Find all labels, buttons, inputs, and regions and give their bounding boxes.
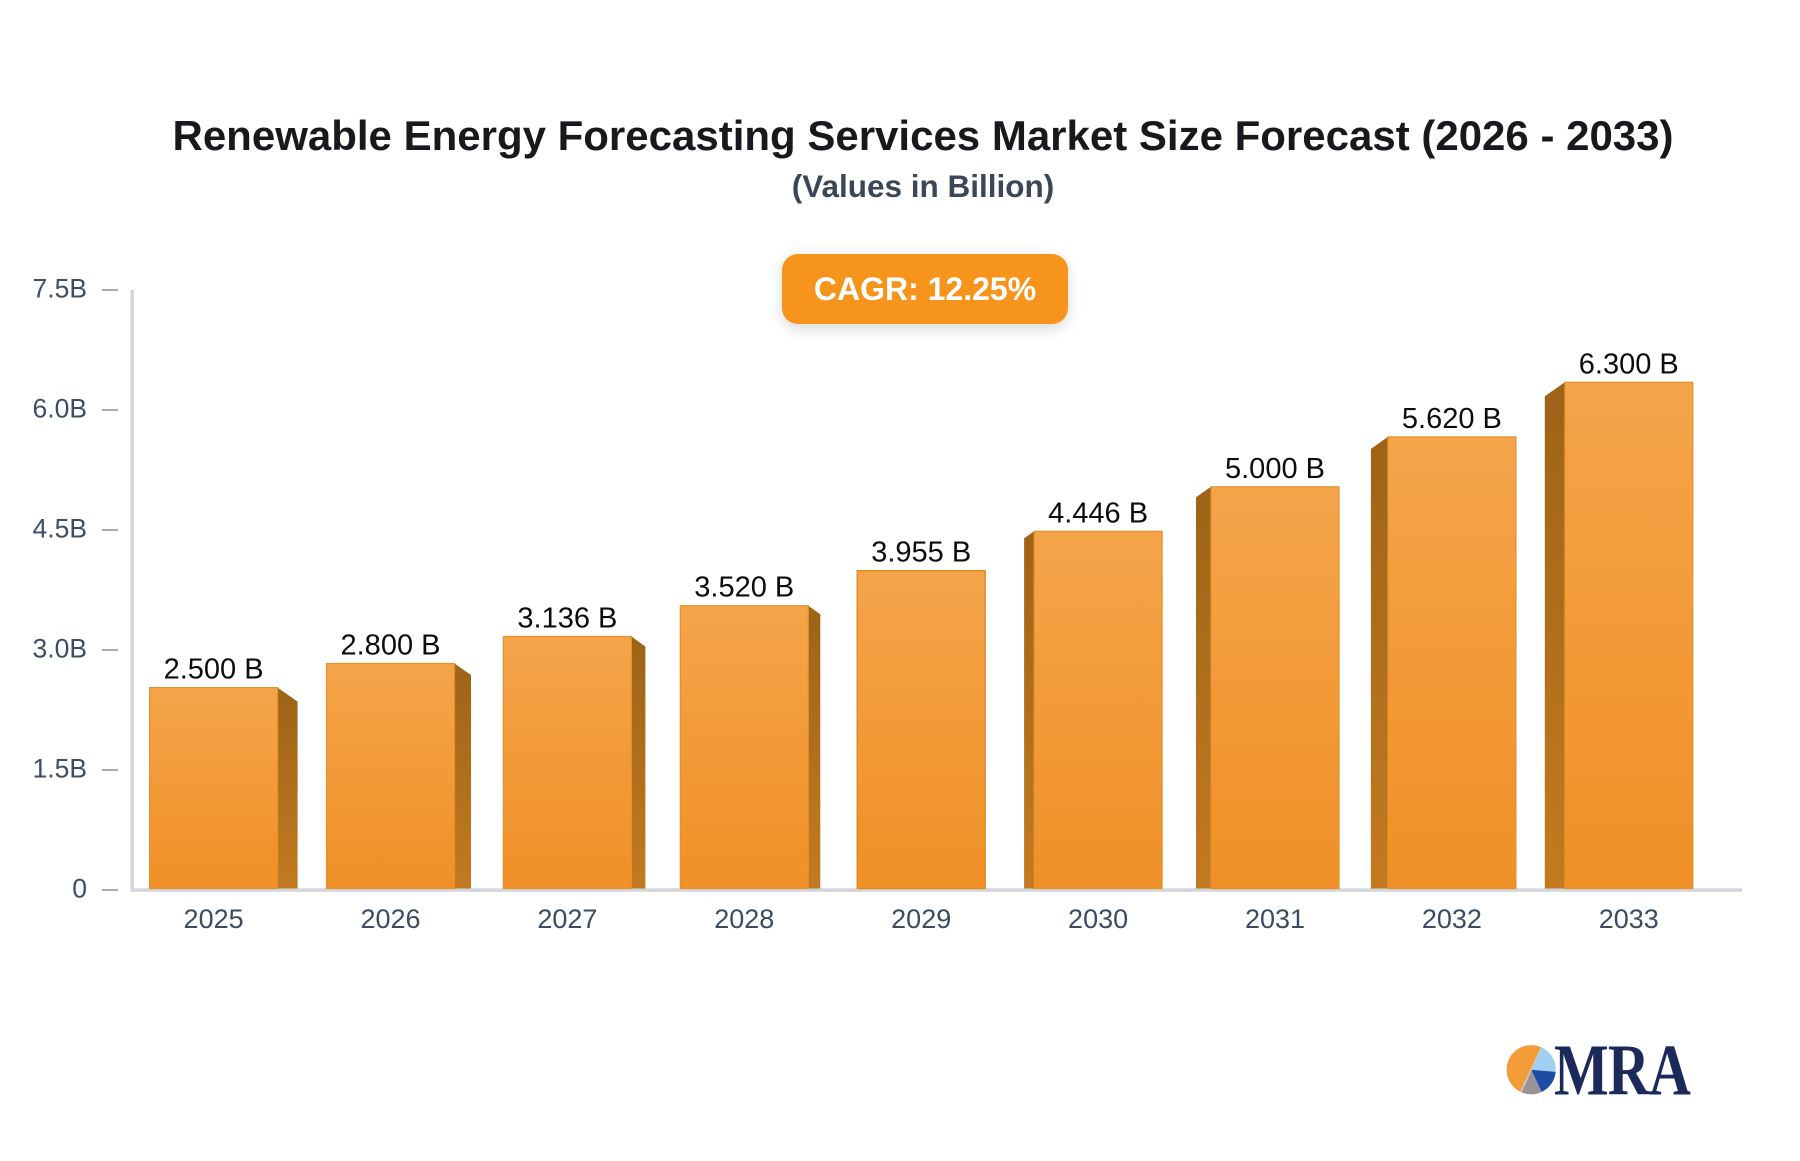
- svg-text:5.000 B: 5.000 B: [1225, 453, 1325, 485]
- svg-text:2028: 2028: [714, 904, 774, 934]
- svg-text:2025: 2025: [184, 904, 244, 934]
- svg-text:2029: 2029: [891, 904, 951, 934]
- svg-text:4.446 B: 4.446 B: [1048, 497, 1148, 529]
- svg-text:7.5B: 7.5B: [32, 274, 87, 304]
- svg-text:2032: 2032: [1422, 904, 1482, 934]
- svg-text:2.800 B: 2.800 B: [341, 630, 441, 662]
- svg-text:(Values in Billion): (Values in Billion): [792, 168, 1055, 204]
- svg-text:2.500 B: 2.500 B: [164, 654, 264, 686]
- svg-text:3.136 B: 3.136 B: [517, 603, 617, 635]
- svg-text:4.5B: 4.5B: [32, 514, 87, 544]
- svg-text:Renewable Energy Forecasting S: Renewable Energy Forecasting Services Ma…: [172, 112, 1673, 159]
- svg-text:2027: 2027: [537, 904, 597, 934]
- svg-text:6.300 B: 6.300 B: [1579, 348, 1679, 380]
- svg-text:3.0B: 3.0B: [32, 634, 87, 664]
- svg-text:2026: 2026: [360, 904, 420, 934]
- svg-text:0: 0: [72, 874, 87, 904]
- svg-text:2031: 2031: [1245, 904, 1305, 934]
- svg-text:6.0B: 6.0B: [32, 394, 87, 424]
- svg-text:CAGR: 12.25%: CAGR: 12.25%: [814, 271, 1036, 307]
- svg-text:3.955 B: 3.955 B: [871, 537, 971, 569]
- svg-text:2033: 2033: [1599, 904, 1659, 934]
- svg-text:5.620 B: 5.620 B: [1402, 403, 1502, 435]
- svg-text:1.5B: 1.5B: [32, 754, 87, 784]
- svg-text:3.520 B: 3.520 B: [694, 572, 794, 604]
- svg-text:2030: 2030: [1068, 904, 1128, 934]
- svg-text:MRA: MRA: [1554, 1030, 1691, 1111]
